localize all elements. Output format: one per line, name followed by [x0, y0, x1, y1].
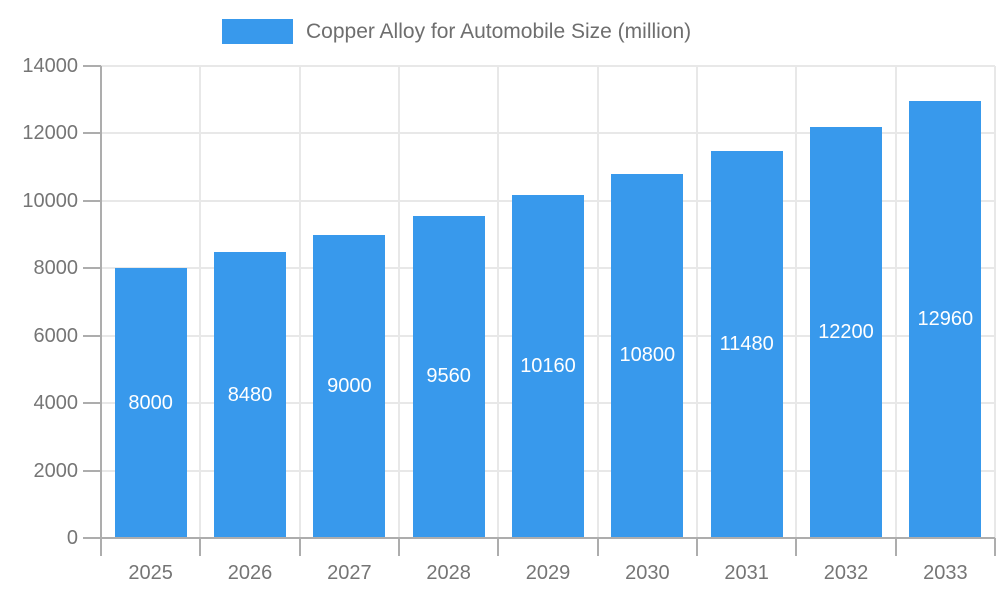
legend[interactable]: Copper Alloy for Automobile Size (millio… [222, 19, 691, 44]
y-tick-label-4000: 4000 [33, 392, 79, 415]
x-tick-label-2026: 2026 [227, 562, 273, 584]
y-tick-label-2000: 2000 [33, 459, 79, 482]
x-axis-tick [398, 538, 400, 556]
x-tick-label-2031: 2031 [724, 562, 769, 584]
gridline-vertical [795, 66, 798, 538]
gridline-vertical [994, 66, 996, 538]
legend-swatch [222, 19, 293, 44]
y-tick-label-12000: 12000 [22, 122, 78, 145]
y-axis-tick [83, 267, 101, 270]
gridline-horizontal [101, 65, 995, 67]
y-axis-tick [83, 199, 101, 202]
y-tick-label-6000: 6000 [33, 324, 79, 347]
bar-2033: 12960 [909, 101, 982, 538]
x-axis-tick [894, 538, 897, 556]
bar-2028: 9560 [412, 215, 485, 538]
bar-value-label-2033: 12960 [917, 308, 974, 331]
x-axis-tick [298, 538, 301, 556]
x-axis-tick [994, 538, 996, 556]
y-axis-tick [83, 132, 101, 135]
bar-2031: 11480 [710, 150, 783, 538]
x-axis-tick [596, 538, 599, 556]
bar-value-label-2029: 10160 [520, 355, 576, 378]
bar-2025: 8000 [114, 268, 187, 538]
y-axis-tick [83, 334, 101, 337]
gridline-vertical [497, 66, 500, 538]
bar-value-label-2027: 9000 [327, 374, 372, 397]
bar-2027: 9000 [313, 234, 386, 538]
gridline-vertical [596, 66, 599, 538]
x-tick-label-2030: 2030 [625, 562, 670, 584]
legend-label: Copper Alloy for Automobile Size (millio… [306, 20, 692, 43]
gridline-vertical [696, 66, 698, 538]
bar-2026: 8480 [214, 252, 286, 538]
x-axis-line [83, 537, 995, 539]
bar-2030: 10800 [611, 173, 684, 538]
x-axis-tick [795, 538, 798, 556]
y-tick-label-14000: 14000 [22, 55, 78, 77]
bar-2029: 10160 [512, 195, 584, 538]
y-axis-tick [83, 65, 101, 67]
x-axis-tick [696, 538, 698, 556]
gridline-vertical [398, 66, 400, 538]
bar-value-label-2031: 11480 [719, 332, 774, 355]
x-axis-tick [199, 538, 202, 556]
bar-value-label-2032: 12200 [818, 320, 874, 343]
y-tick-label-8000: 8000 [33, 257, 79, 280]
bar-value-label-2026: 8480 [227, 383, 273, 406]
gridline-vertical [298, 66, 301, 538]
gridline-vertical [894, 66, 897, 538]
x-tick-label-2027: 2027 [327, 562, 372, 584]
bar-2032: 12200 [810, 126, 882, 538]
bar-value-label-2025: 8000 [128, 391, 173, 414]
bar-value-label-2030: 10800 [619, 344, 676, 367]
y-axis-tick [83, 402, 101, 405]
x-tick-label-2025: 2025 [128, 562, 173, 584]
y-axis-line [100, 66, 102, 556]
x-axis-tick [497, 538, 500, 556]
bar-value-label-2028: 9560 [426, 365, 471, 388]
x-tick-label-2029: 2029 [525, 562, 571, 584]
x-tick-label-2032: 2032 [823, 562, 869, 584]
gridline-horizontal [101, 132, 995, 135]
y-tick-label-0: 0 [66, 527, 78, 549]
y-axis-tick [83, 469, 101, 472]
gridline-vertical [199, 66, 202, 538]
x-tick-label-2033: 2033 [923, 562, 968, 584]
x-tick-label-2028: 2028 [426, 562, 471, 584]
y-tick-label-10000: 10000 [22, 189, 78, 212]
